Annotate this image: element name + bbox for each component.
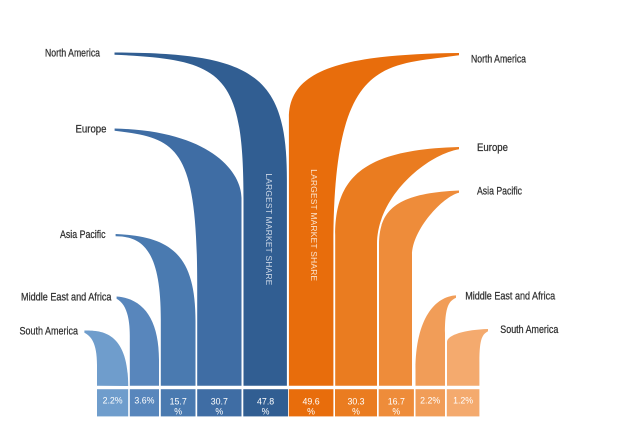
svg-text:Asia Pacific: Asia Pacific: [60, 229, 106, 241]
svg-text:30.7: 30.7: [211, 396, 228, 406]
svg-text:North America: North America: [45, 47, 100, 59]
svg-text:North America: North America: [471, 53, 526, 65]
svg-text:%: %: [392, 406, 400, 416]
svg-text:Asia Pacific: Asia Pacific: [477, 185, 522, 197]
svg-text:1.2%: 1.2%: [453, 395, 473, 405]
svg-text:Europe: Europe: [477, 142, 508, 154]
svg-text:Europe: Europe: [76, 123, 107, 135]
svg-text:30.3: 30.3: [347, 396, 364, 406]
svg-text:%: %: [262, 406, 270, 416]
svg-text:LARGEST MARKET SHARE: LARGEST MARKET SHARE: [309, 169, 319, 281]
svg-text:%: %: [215, 406, 223, 416]
svg-text:Middle East and Africa: Middle East and Africa: [465, 290, 555, 302]
svg-text:49.6: 49.6: [303, 396, 320, 406]
svg-text:LARGEST MARKET SHARE: LARGEST MARKET SHARE: [264, 173, 274, 285]
svg-text:2.2%: 2.2%: [420, 395, 440, 405]
svg-text:Middle East and Africa: Middle East and Africa: [21, 291, 112, 303]
svg-text:3.6%: 3.6%: [134, 395, 154, 405]
svg-text:16.7: 16.7: [388, 396, 405, 406]
svg-text:2.2%: 2.2%: [103, 395, 123, 405]
svg-text:%: %: [174, 406, 182, 416]
svg-text:%: %: [307, 406, 315, 416]
svg-text:South America: South America: [500, 324, 558, 336]
svg-text:%: %: [352, 406, 360, 416]
svg-text:South America: South America: [20, 325, 79, 337]
svg-text:47.8: 47.8: [257, 396, 274, 406]
svg-text:15.7: 15.7: [170, 396, 187, 406]
